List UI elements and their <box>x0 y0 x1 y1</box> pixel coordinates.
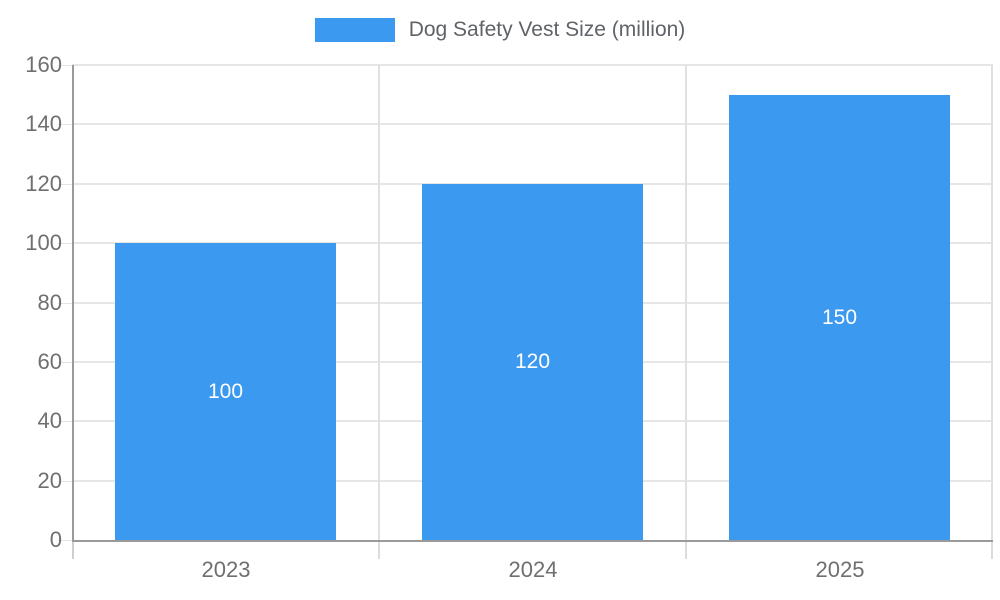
legend-swatch-icon <box>314 18 395 42</box>
y-axis-tick <box>58 243 72 245</box>
legend-label: Dog Safety Vest Size (million) <box>408 18 686 41</box>
y-axis-tick-extension <box>72 540 74 559</box>
x-axis-tick <box>378 540 380 559</box>
vertical-gridline <box>685 65 687 540</box>
horizontal-gridline <box>72 182 993 185</box>
y-axis-label: 140 <box>25 111 62 137</box>
y-axis-tick <box>58 361 72 363</box>
bar-value-label: 100 <box>207 379 244 403</box>
x-axis-label: 2024 <box>508 557 558 582</box>
x-axis-tick <box>685 540 687 559</box>
y-axis-tick <box>58 65 72 66</box>
bar-2025[interactable]: 150 <box>729 95 950 540</box>
y-axis-label: 60 <box>37 348 62 374</box>
y-axis-tick <box>58 302 72 304</box>
bar-value-label: 120 <box>514 350 551 373</box>
y-axis-label: 40 <box>37 408 62 434</box>
y-axis-tick <box>58 480 72 482</box>
y-axis-label: 0 <box>49 527 62 552</box>
bar-2024[interactable]: 120 <box>422 184 643 540</box>
y-axis-tick <box>58 421 72 423</box>
vertical-gridline <box>991 65 993 540</box>
bar-2023[interactable]: 100 <box>115 243 336 540</box>
x-axis-label: 2023 <box>201 557 251 582</box>
y-axis-label: 20 <box>37 467 62 493</box>
bar-value-label: 150 <box>821 305 858 329</box>
plot-area: 100 120 150 <box>58 64 993 559</box>
y-axis-tick <box>58 183 72 185</box>
y-axis-label: 120 <box>25 170 62 196</box>
y-axis-tick <box>58 124 72 126</box>
y-axis-line <box>72 65 74 540</box>
y-axis-label: 160 <box>25 52 62 77</box>
x-axis-tick <box>991 540 993 559</box>
y-axis-label: 100 <box>25 230 62 256</box>
x-axis-line <box>72 540 993 542</box>
vertical-gridline <box>378 65 380 540</box>
y-axis-tick <box>58 540 72 541</box>
horizontal-gridline <box>72 64 993 66</box>
x-axis-label: 2025 <box>815 557 865 582</box>
legend-item[interactable]: Dog Safety Vest Size (million) <box>314 18 686 42</box>
horizontal-gridline <box>72 123 993 126</box>
legend: Dog Safety Vest Size (million) <box>0 18 1000 42</box>
y-axis-label: 80 <box>37 289 62 315</box>
